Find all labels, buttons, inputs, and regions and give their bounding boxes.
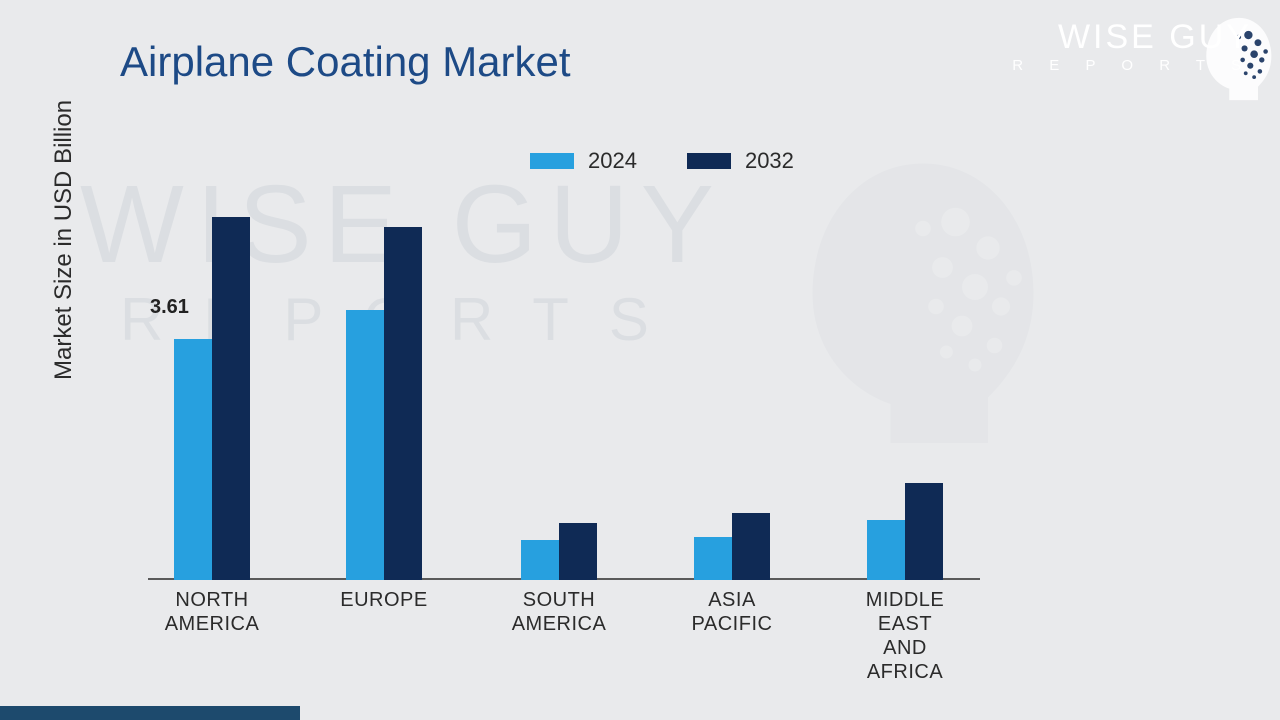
legend-swatch-2024 [530,153,574,169]
bar-chart: Market Size in USD Billion 2024 2032 NOR… [60,150,980,690]
bar-2024 [694,537,732,580]
bar-pair [174,217,250,580]
bar-group: EUROPE [319,180,449,580]
brand-logo: WISE GUY R E P O R T S [1012,20,1252,73]
brand-line1: WISE GUY [1012,20,1252,54]
bar-pair [867,483,943,580]
bar-2024 [521,540,559,580]
bar-2032 [732,513,770,580]
bar-group: ASIAPACIFIC [667,180,797,580]
bar-group: MIDDLEEASTANDAFRICA [840,180,970,580]
legend-item-2024: 2024 [530,148,637,174]
category-label: MIDDLEEASTANDAFRICA [830,588,980,684]
slide-canvas: WISE GUY REPORTS WISE GUY R E P O R T S [0,0,1280,720]
bottom-strip [0,706,300,720]
bar-2024 [867,520,905,580]
bar-2024 [174,339,212,580]
bar-group: SOUTHAMERICA [494,180,624,580]
legend-label-2032: 2032 [745,148,794,174]
bar-value-label: 3.61 [150,296,189,319]
bar-2032 [559,523,597,580]
category-label: NORTHAMERICA [137,588,287,636]
bar-2024 [346,310,384,580]
bar-pair [694,513,770,580]
plot-area: NORTHAMERICA EUROPE SOUTHAMERICA ASIAPACIFI… [148,180,980,580]
legend-item-2032: 2032 [687,148,794,174]
category-label: SOUTHAMERICA [484,588,634,636]
category-label: EUROPE [309,588,459,612]
chart-title: Airplane Coating Market [120,38,571,86]
bar-pair [346,227,422,580]
brand-line2: R E P O R T S [1012,58,1252,73]
bar-2032 [384,227,422,580]
legend-label-2024: 2024 [588,148,637,174]
bar-group: NORTHAMERICA [147,180,277,580]
bar-2032 [905,483,943,580]
legend-swatch-2032 [687,153,731,169]
bar-pair [521,523,597,580]
side-panel [970,0,1280,720]
legend: 2024 2032 [530,148,794,174]
category-label: ASIAPACIFIC [657,588,807,636]
y-axis-label: Market Size in USD Billion [50,100,78,380]
bar-2032 [212,217,250,580]
